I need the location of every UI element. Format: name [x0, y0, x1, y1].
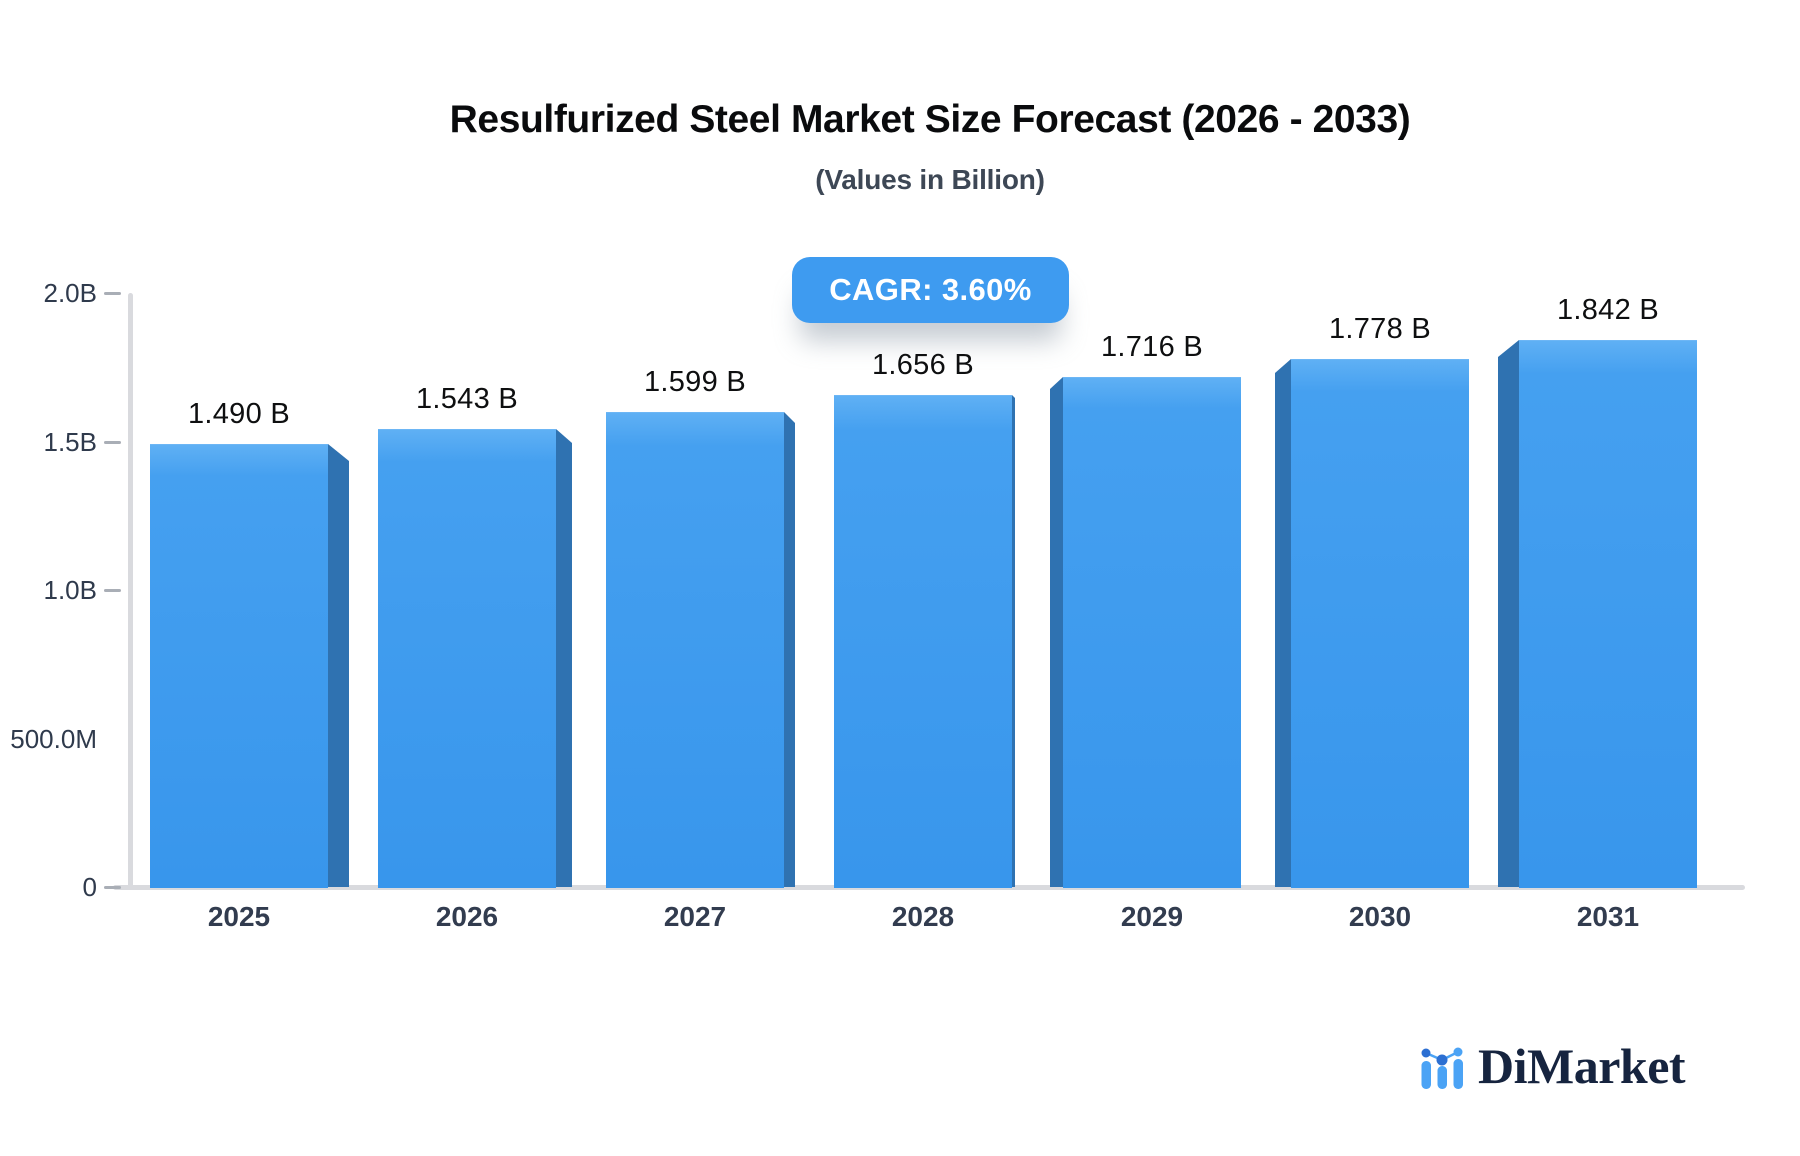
bar-value-label: 1.716 B — [1100, 331, 1204, 363]
y-tick-label: 2.0B — [43, 278, 98, 308]
bar-value-label: 1.656 B — [871, 349, 975, 381]
brand-logo-text: DiMarket — [1478, 1037, 1686, 1094]
bar-value-label: 1.490 B — [187, 398, 291, 430]
x-tick-label: 2028 — [891, 901, 955, 932]
y-tick-dash — [104, 441, 121, 444]
bar — [150, 444, 328, 888]
bar-side-face — [556, 429, 572, 887]
y-tick-label: 0 — [82, 872, 97, 902]
x-tick-label: 2027 — [663, 901, 727, 932]
bar-side-face — [1498, 340, 1519, 887]
bar-side-face — [1050, 377, 1063, 887]
bar-value-label: 1.543 B — [415, 383, 519, 415]
y-tick-dash — [104, 886, 121, 889]
bar — [1519, 340, 1697, 888]
bar — [606, 412, 784, 888]
bar-side-face — [784, 412, 795, 887]
bar-value-label: 1.778 B — [1328, 313, 1432, 345]
bar-side-face — [1012, 395, 1015, 887]
x-tick-label: 2026 — [435, 901, 499, 932]
y-tick-dash — [104, 292, 121, 295]
y-tick-label: 1.0B — [43, 575, 98, 605]
x-tick-label: 2025 — [207, 901, 271, 932]
bar — [1291, 359, 1469, 888]
x-tick-label: 2031 — [1576, 901, 1640, 932]
chart-title: Resulfurized Steel Market Size Forecast … — [449, 98, 1411, 141]
brand-logo-icon — [1421, 1047, 1463, 1089]
bar-value-label: 1.599 B — [643, 366, 747, 398]
x-tick-label: 2030 — [1348, 901, 1412, 932]
bar — [834, 395, 1012, 888]
chart-header: Resulfurized Steel Market Size Forecast … — [30, 0, 1800, 196]
y-tick-label: 500.0M — [10, 724, 97, 754]
bar — [378, 429, 556, 888]
bar-side-face — [1275, 359, 1291, 887]
cagr-badge: CAGR: 3.60% — [792, 257, 1069, 323]
chart-subtitle: (Values in Billion) — [815, 164, 1045, 195]
bar — [1063, 377, 1241, 888]
y-axis-line — [128, 293, 133, 888]
bar-value-label: 1.842 B — [1556, 294, 1660, 326]
brand-logo: DiMarket — [1418, 1037, 1686, 1094]
y-tick-dash — [104, 589, 121, 592]
y-tick-label: 1.5B — [43, 427, 98, 457]
x-tick-label: 2029 — [1120, 901, 1184, 932]
bar-side-face — [328, 444, 349, 887]
